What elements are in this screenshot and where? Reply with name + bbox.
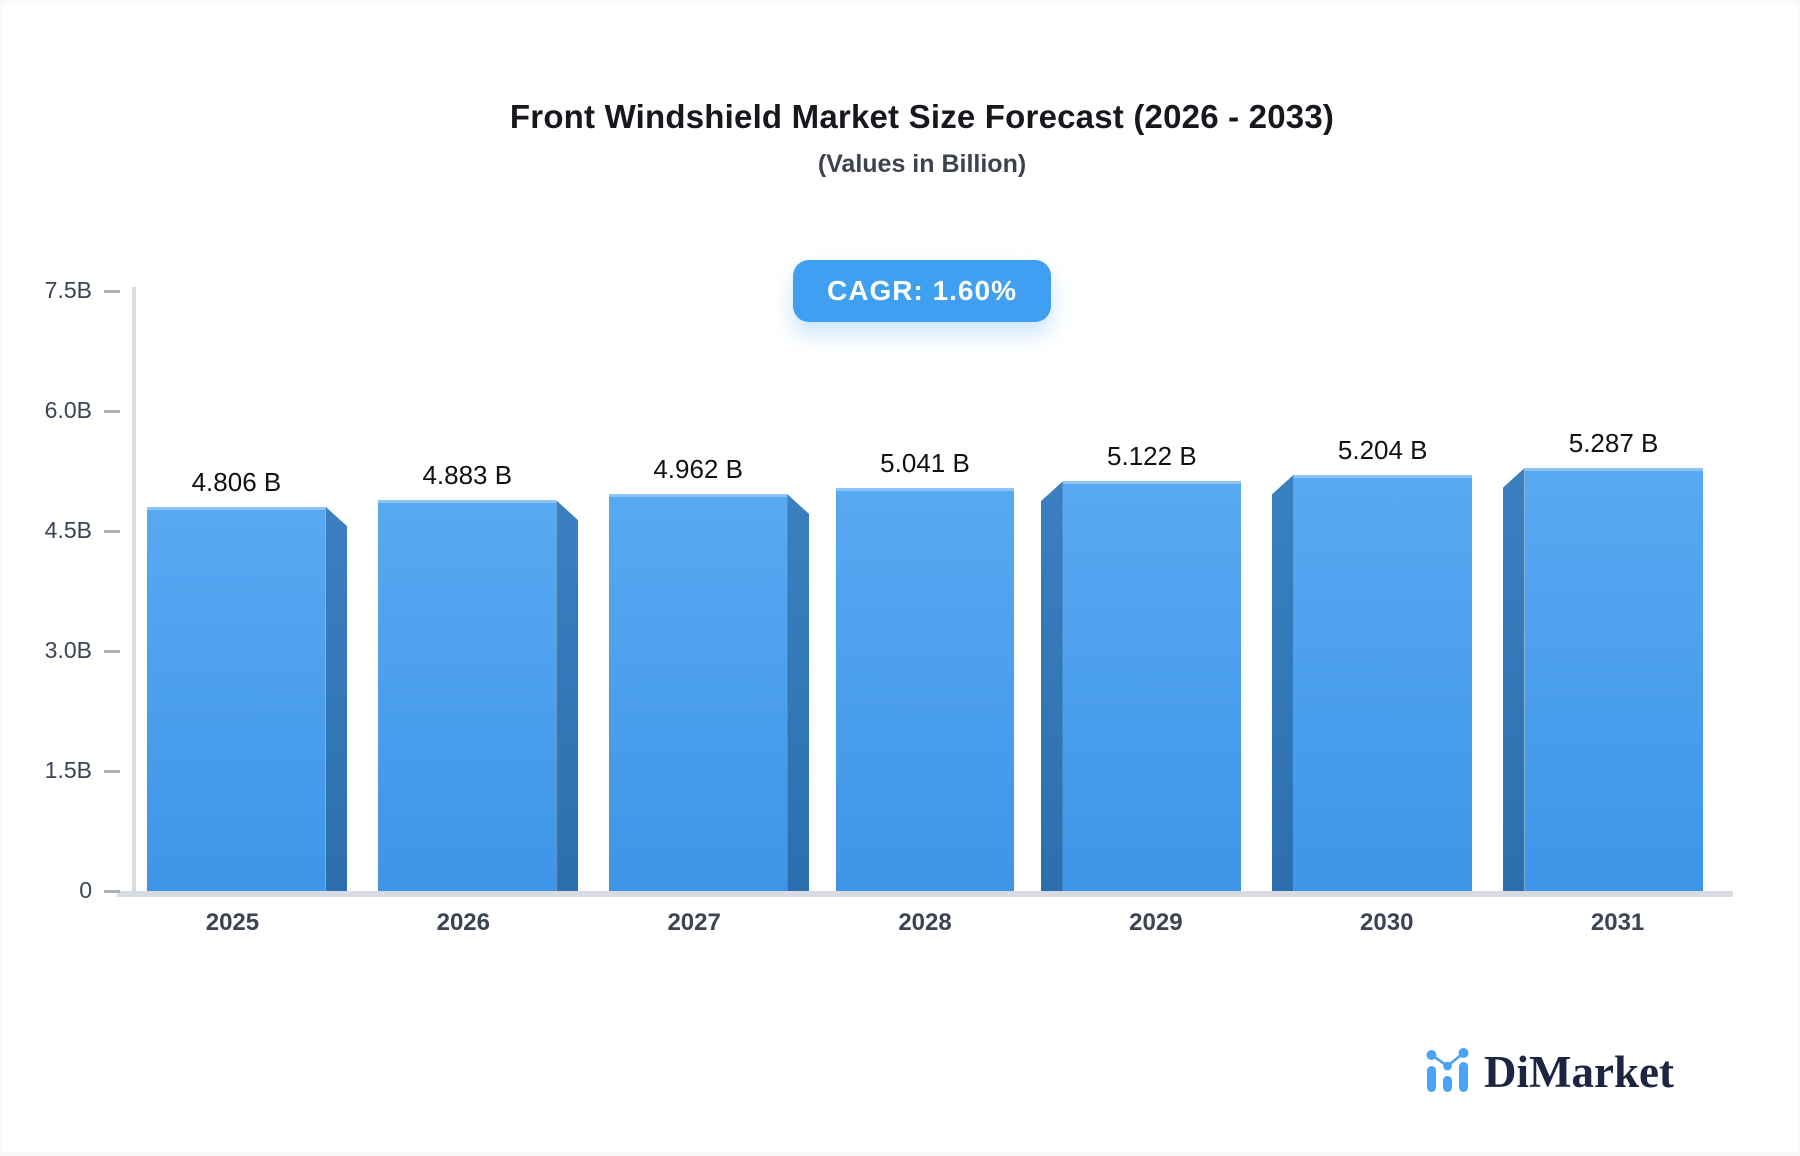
x-axis-label: 2028 (898, 909, 952, 936)
y-axis-line (132, 287, 136, 897)
bar-side-face (556, 500, 579, 891)
plot-area: 7.5B 6.0B 4.5B 3.0B 1.5B 0 4.806 B 2025 4.883 B 2… (2, 4, 1798, 1152)
bar-side-face (787, 494, 810, 891)
y-axis-tick (104, 529, 120, 533)
bar-face (1293, 474, 1472, 891)
bar-side-face (1040, 481, 1063, 891)
mini-bar-chart-icon (1426, 1048, 1469, 1092)
y-axis-tick (104, 289, 120, 293)
bar-face (147, 506, 326, 891)
y-axis-tick (104, 649, 120, 653)
bar-value-label: 4.962 B (653, 454, 743, 485)
brand-logo: DiMarket (1424, 1048, 1674, 1096)
y-axis-tick (104, 409, 120, 413)
brand-logo-text: DiMarket (1484, 1047, 1674, 1097)
bar-value-label: 5.287 B (1568, 428, 1659, 459)
y-axis-tick-label: 6.0B (44, 397, 92, 423)
y-axis-tick-label: 7.5B (44, 277, 92, 303)
bar-face (378, 500, 557, 891)
cagr-badge: CAGR: 1.60% (793, 260, 1051, 322)
bar-face (609, 494, 788, 891)
y-axis-tick-label: 1.5B (44, 757, 92, 783)
bar-side-face (325, 506, 348, 891)
cagr-badge-row: CAGR: 1.60% (42, 260, 1798, 322)
chart-subtitle: (Values in Billion) (817, 150, 1027, 178)
x-axis-label: 2030 (1360, 909, 1414, 936)
y-axis-tick-label: 3.0B (44, 637, 92, 663)
bar-face (1062, 481, 1241, 891)
bar-value-label: 4.883 B (422, 460, 513, 491)
bar-face (836, 487, 1014, 891)
x-axis-label: 2031 (1590, 909, 1645, 936)
chart-header: Front Windshield Market Size Forecast (2… (42, 4, 1798, 179)
bar-face (1524, 468, 1703, 891)
y-axis-tick-label: 4.5B (44, 517, 92, 543)
y-axis-tick (104, 889, 120, 893)
bar-side-face (1271, 474, 1294, 891)
y-axis-tick (104, 769, 120, 773)
chart-title: Front Windshield Market Size Forecast (2… (509, 98, 1335, 135)
x-axis-label: 2026 (436, 909, 490, 936)
bar-value-label: 4.806 B (191, 466, 282, 497)
bar-value-label: 5.122 B (1107, 441, 1197, 472)
x-axis-label: 2025 (205, 909, 260, 936)
x-axis-label: 2029 (1129, 909, 1183, 936)
x-axis-label: 2027 (667, 909, 721, 936)
y-axis-tick-label: 0 (79, 877, 92, 903)
bar-value-label: 5.041 B (880, 447, 970, 478)
bar-value-label: 5.204 B (1337, 434, 1428, 465)
bar-side-face (1502, 468, 1525, 891)
x-axis-baseline (117, 891, 1733, 897)
